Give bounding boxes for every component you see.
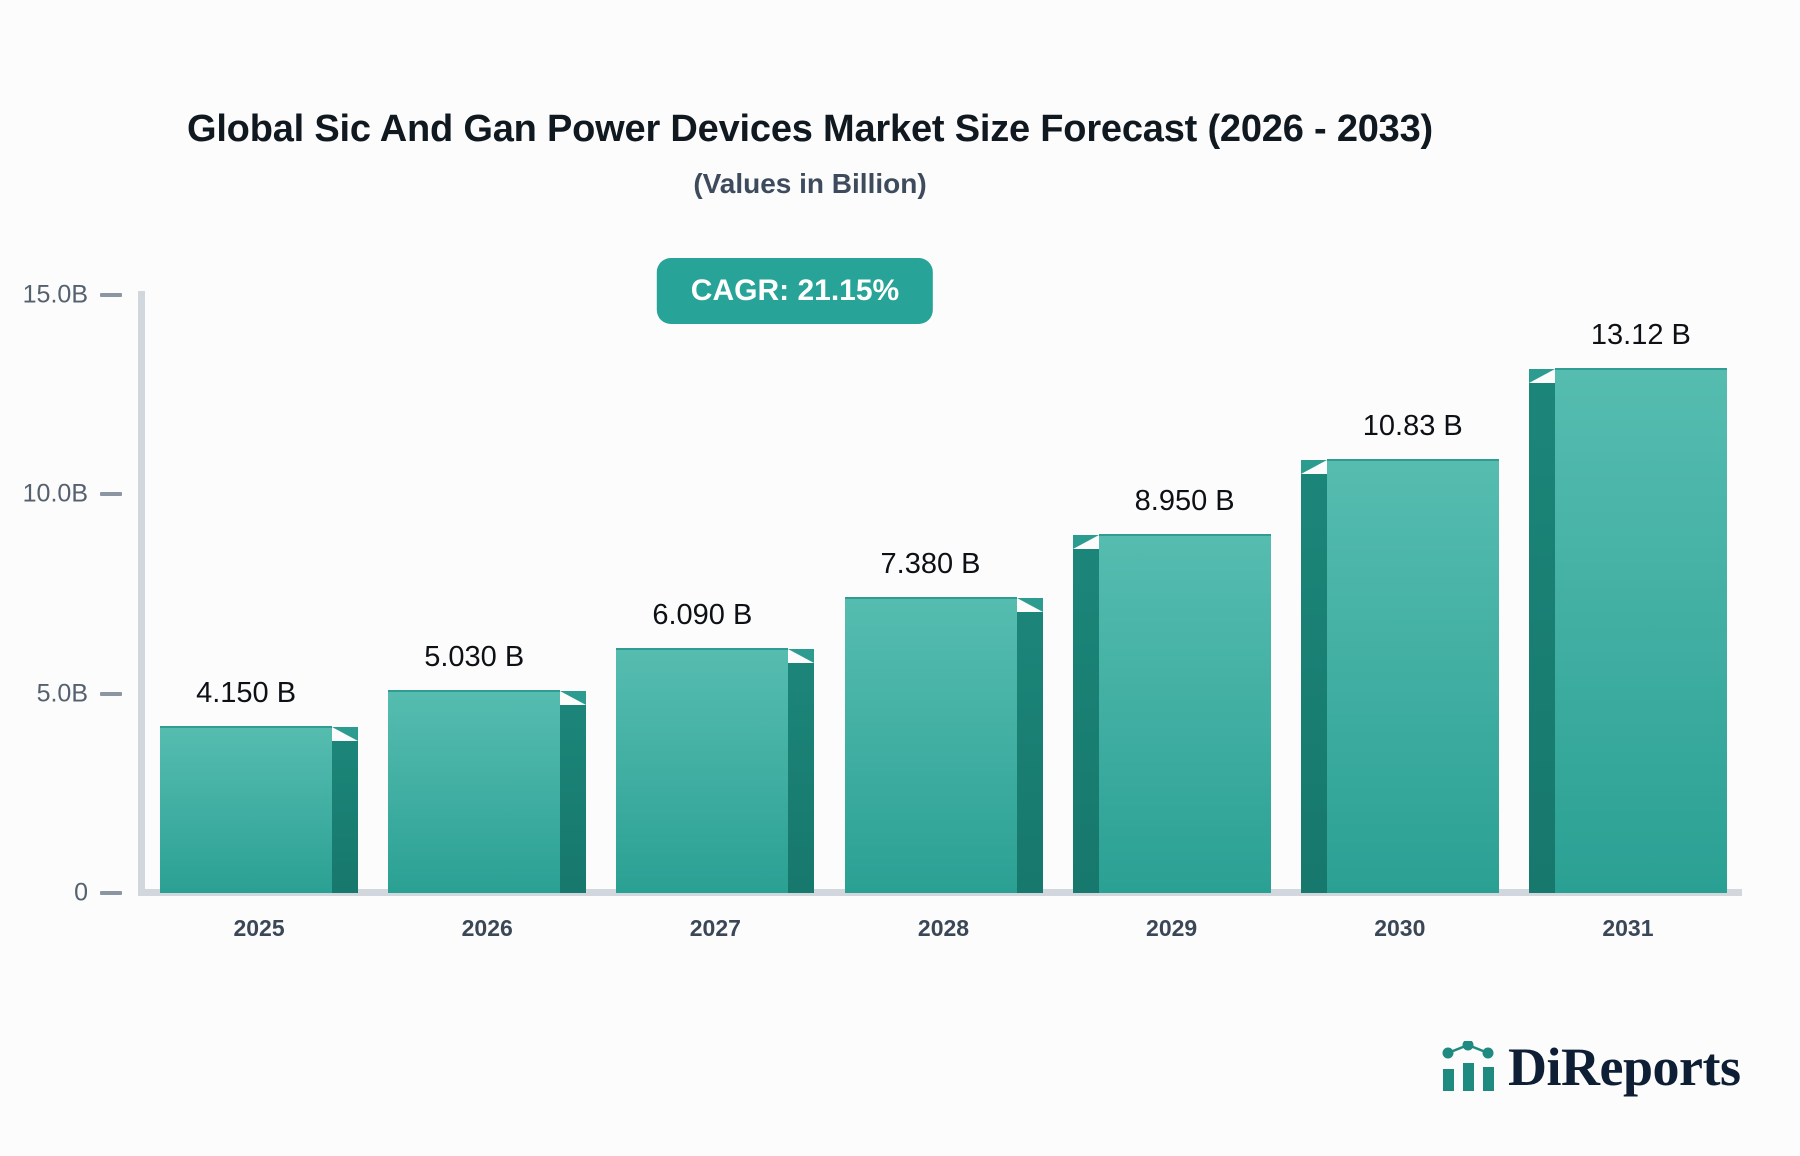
bar-side-face: [1016, 611, 1043, 893]
logo-text: DiReports: [1508, 1037, 1741, 1097]
bar-value-label: 13.12 B: [1590, 318, 1691, 351]
bar-2025[interactable]: 4.150 B: [160, 677, 359, 893]
bar-side-face: [788, 663, 815, 893]
bar-2029[interactable]: 8.950 B: [1072, 485, 1271, 893]
bar-chart-icon: [1442, 1041, 1494, 1091]
bar-top-face: [1016, 597, 1043, 612]
bar-top-face: [560, 691, 587, 706]
bar-2026[interactable]: 5.030 B: [388, 641, 587, 893]
bar-value-label: 10.83 B: [1362, 410, 1463, 443]
bar-value-label: 4.150 B: [196, 676, 297, 709]
x-axis-tick-label: 2027: [689, 915, 741, 941]
cagr-badge: CAGR: 21.15%: [656, 258, 934, 324]
bar-top-face: [1528, 368, 1555, 383]
x-axis-tick-label: 2025: [233, 915, 285, 941]
bar-value-label: 5.030 B: [424, 641, 525, 674]
bar-side-face: [1072, 549, 1099, 893]
bar-top-face: [788, 649, 815, 664]
y-axis-line: [138, 291, 145, 893]
bar-value-label: 6.090 B: [652, 599, 753, 632]
bar-front-face: [1098, 534, 1271, 893]
bar-2028[interactable]: 7.380 B: [844, 548, 1043, 893]
y-axis-tick-mark: [100, 492, 122, 497]
bar-front-face: [616, 648, 789, 893]
bar-top-face: [332, 726, 359, 741]
y-axis-tick-label: 5.0B: [36, 679, 88, 708]
bar-2031[interactable]: 13.12 B: [1528, 319, 1727, 893]
bar-front-face: [1554, 367, 1727, 893]
y-axis-tick-mark: [100, 293, 122, 297]
bar-top-face: [1300, 460, 1327, 475]
y-axis-tick-mark: [100, 891, 122, 895]
y-axis-tick-label: 0: [74, 878, 88, 907]
bar-side-face: [560, 705, 587, 893]
x-axis-tick-label: 2029: [1146, 915, 1198, 941]
bar-side-face: [1528, 382, 1555, 893]
bar-front-face: [1326, 459, 1499, 893]
x-axis-tick-label: 2026: [461, 915, 513, 941]
bar-value-label: 8.950 B: [1134, 485, 1235, 518]
bar-front-face: [388, 690, 561, 893]
x-axis-tick-label: 2031: [1602, 915, 1654, 941]
y-axis-tick-label: 10.0B: [22, 479, 88, 508]
bar-side-face: [1300, 474, 1327, 893]
bar-side-face: [332, 740, 359, 893]
bar-2030[interactable]: 10.83 B: [1300, 410, 1499, 893]
y-axis-tick-label: 15.0B: [22, 280, 88, 309]
direports-logo: DiReports: [1440, 1037, 1741, 1097]
chart-subtitle: (Values in Billion): [693, 168, 927, 199]
x-axis-tick-label: 2028: [917, 915, 970, 941]
y-axis-tick-mark: [100, 691, 122, 696]
bar-2027[interactable]: 6.090 B: [616, 599, 815, 893]
bar-front-face: [160, 725, 333, 893]
bar-value-label: 7.380 B: [880, 547, 981, 580]
x-axis-tick-label: 2030: [1374, 915, 1426, 941]
chart-title: Global Sic And Gan Power Devices Market …: [186, 108, 1434, 150]
bar-top-face: [1072, 535, 1099, 550]
bar-front-face: [844, 596, 1017, 893]
